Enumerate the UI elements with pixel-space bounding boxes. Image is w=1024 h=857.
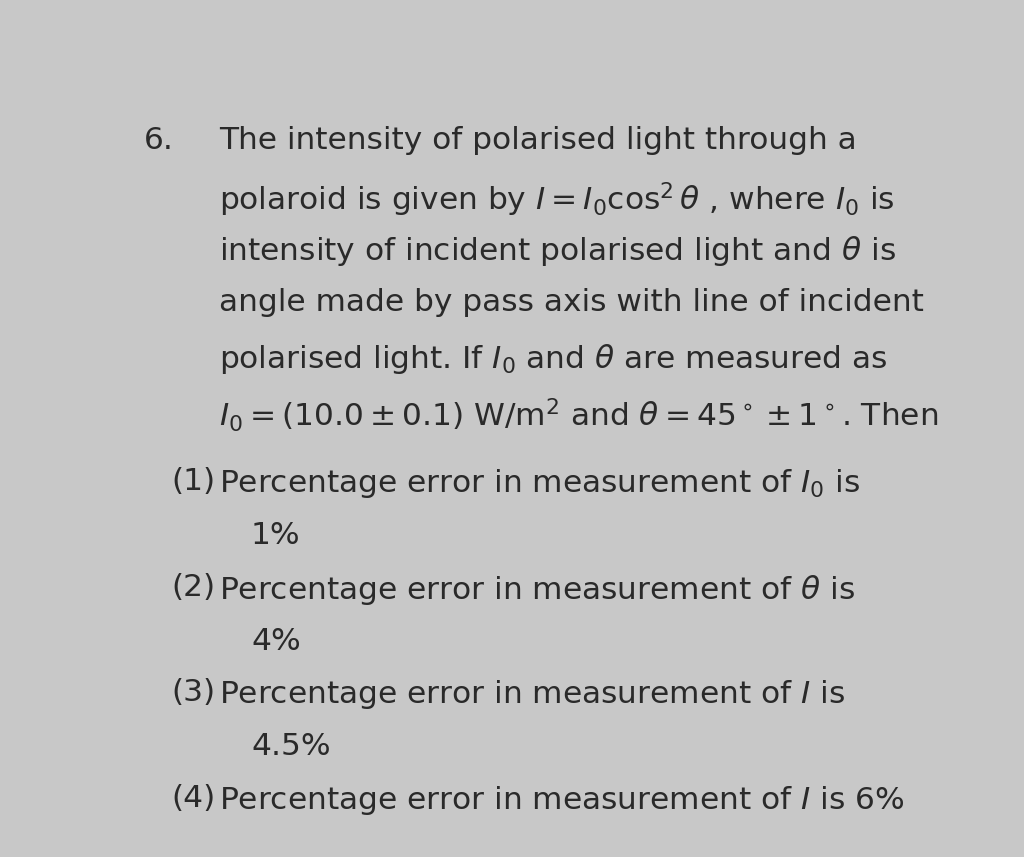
Text: polarised light. If $I_0$ and $\theta$ are measured as: polarised light. If $I_0$ and $\theta$ a… [219, 343, 888, 376]
Text: (2): (2) [172, 572, 216, 602]
Text: 4.5%: 4.5% [251, 732, 331, 761]
Text: 1%: 1% [251, 521, 301, 550]
Text: polaroid is given by $I = I_0\cos^2\theta$ , where $I_0$ is: polaroid is given by $I = I_0\cos^2\thet… [219, 180, 895, 219]
Text: 4%: 4% [251, 626, 301, 656]
Text: $I_0 = (10.0 \pm 0.1)$ W/m$^2$ and $\theta = 45^\circ \pm 1^\circ$. Then: $I_0 = (10.0 \pm 0.1)$ W/m$^2$ and $\the… [219, 397, 938, 434]
Text: The intensity of polarised light through a: The intensity of polarised light through… [219, 126, 857, 155]
Text: Percentage error in measurement of $I$ is 6%: Percentage error in measurement of $I$ i… [219, 783, 904, 817]
Text: 6.: 6. [143, 126, 174, 155]
Text: Percentage error in measurement of $I$ is: Percentage error in measurement of $I$ i… [219, 678, 846, 711]
Text: Percentage error in measurement of $I_0$ is: Percentage error in measurement of $I_0$… [219, 467, 860, 500]
Text: angle made by pass axis with line of incident: angle made by pass axis with line of inc… [219, 288, 924, 317]
Text: (1): (1) [172, 467, 216, 496]
Text: (3): (3) [172, 678, 216, 707]
Text: intensity of incident polarised light and $\theta$ is: intensity of incident polarised light an… [219, 234, 896, 268]
Text: (4): (4) [172, 783, 216, 812]
Text: Percentage error in measurement of $\theta$ is: Percentage error in measurement of $\the… [219, 572, 855, 607]
